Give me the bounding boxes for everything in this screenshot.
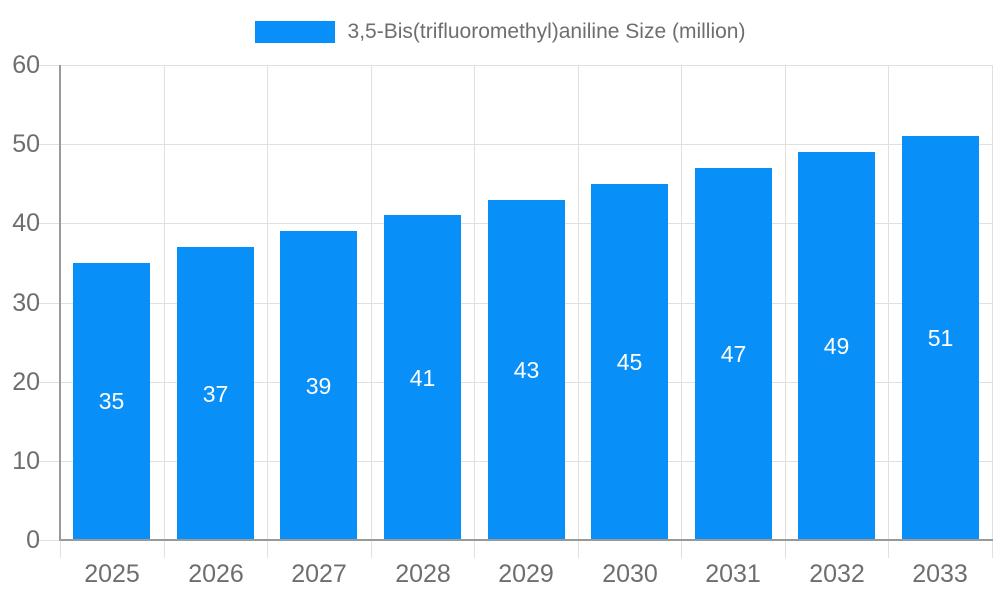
- x-axis-line: [59, 539, 993, 541]
- y-tick-label: 10: [12, 447, 40, 475]
- bar-value-label: 41: [409, 365, 436, 391]
- bar-2031[interactable]: [695, 168, 772, 539]
- bar-value-label: 51: [927, 325, 954, 351]
- bar-value-label: 45: [616, 349, 643, 375]
- bar-value-label: 37: [202, 381, 229, 407]
- gridline-vertical: [578, 65, 579, 558]
- y-tick-label: 30: [12, 289, 40, 317]
- gridline-vertical: [681, 65, 682, 558]
- bar-2027[interactable]: [280, 231, 357, 539]
- x-tick-label: 2026: [188, 560, 244, 588]
- x-tick-label: 2028: [395, 560, 451, 588]
- y-tick-label: 50: [12, 130, 40, 158]
- bar-2030[interactable]: [591, 184, 668, 539]
- y-tick-label: 0: [26, 526, 40, 554]
- gridline-vertical: [371, 65, 372, 558]
- bar-2029[interactable]: [488, 200, 565, 539]
- y-tick-label: 40: [12, 209, 40, 237]
- x-tick-label: 2032: [809, 560, 865, 588]
- gridline-horizontal: [38, 144, 992, 145]
- y-axis-line: [59, 65, 61, 541]
- legend-label: 3,5-Bis(trifluoromethyl)aniline Size (mi…: [347, 20, 746, 43]
- x-tick-label: 2033: [912, 560, 968, 588]
- bar-2026[interactable]: [177, 247, 254, 539]
- bar-2025[interactable]: [73, 263, 150, 539]
- bar-2032[interactable]: [798, 152, 875, 539]
- gridline-vertical: [785, 65, 786, 558]
- x-tick-label: 2030: [602, 560, 658, 588]
- bar-value-label: 43: [513, 357, 540, 383]
- gridline-vertical: [992, 65, 993, 558]
- bar-value-label: 49: [823, 333, 850, 359]
- x-tick-label: 2025: [84, 560, 140, 588]
- x-tick-label: 2031: [705, 560, 761, 588]
- y-tick-label: 60: [12, 51, 40, 79]
- gridline-vertical: [164, 65, 165, 558]
- bar-2028[interactable]: [384, 215, 461, 539]
- gridline-vertical: [267, 65, 268, 558]
- gridline-vertical: [888, 65, 889, 558]
- x-tick-label: 2027: [291, 560, 347, 588]
- bar-2033[interactable]: [902, 136, 979, 539]
- gridline-vertical: [474, 65, 475, 558]
- bar-value-label: 35: [98, 388, 125, 414]
- x-tick-label: 2029: [498, 560, 554, 588]
- bar-value-label: 47: [720, 341, 747, 367]
- y-tick-label: 20: [12, 368, 40, 396]
- legend-swatch-icon: [254, 21, 335, 43]
- legend[interactable]: 3,5-Bis(trifluoromethyl)aniline Size (mi…: [0, 19, 1000, 45]
- bar-value-label: 39: [305, 373, 332, 399]
- gridline-horizontal: [38, 65, 992, 66]
